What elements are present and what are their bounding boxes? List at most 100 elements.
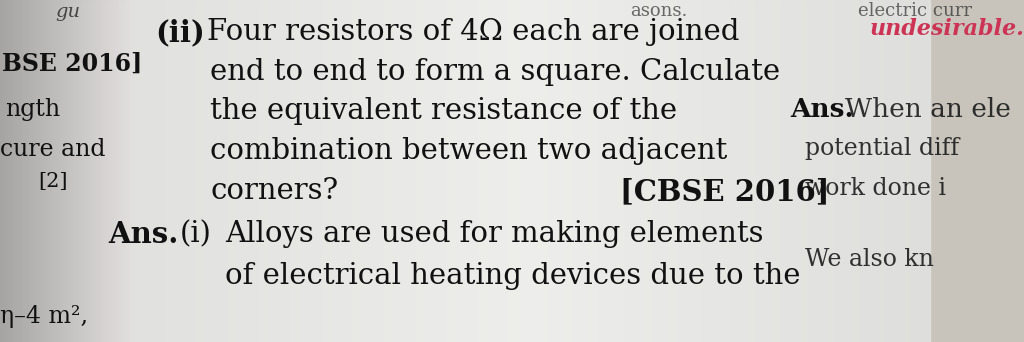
Bar — [306, 0, 308, 342]
Bar — [598, 0, 600, 342]
Bar — [31, 0, 33, 342]
Text: of electrical heating devices due to the: of electrical heating devices due to the — [225, 262, 801, 290]
Bar — [654, 0, 656, 342]
Bar — [274, 0, 276, 342]
Bar — [1, 0, 3, 342]
Bar — [522, 0, 524, 342]
Bar — [424, 0, 426, 342]
Bar — [766, 0, 768, 342]
Bar — [388, 0, 390, 342]
Bar — [14, 0, 15, 342]
Bar — [98, 0, 100, 342]
Bar — [198, 0, 200, 342]
Bar — [560, 0, 562, 342]
Bar — [324, 0, 326, 342]
Text: We also kn: We also kn — [805, 248, 934, 271]
Bar — [74, 0, 76, 342]
Bar — [884, 0, 886, 342]
Bar — [882, 0, 884, 342]
Bar — [400, 0, 402, 342]
Bar — [276, 0, 279, 342]
Bar — [540, 0, 542, 342]
Bar — [686, 0, 688, 342]
Bar — [284, 0, 286, 342]
Bar — [752, 0, 754, 342]
Bar — [142, 0, 144, 342]
Bar — [842, 0, 844, 342]
Bar — [382, 0, 384, 342]
Text: potential diff: potential diff — [805, 137, 959, 160]
Bar — [512, 0, 514, 342]
Bar — [904, 0, 906, 342]
Bar — [184, 0, 186, 342]
Bar — [682, 0, 684, 342]
Bar — [700, 0, 702, 342]
Bar — [446, 0, 449, 342]
Bar — [144, 0, 146, 342]
Bar — [794, 0, 796, 342]
Bar — [86, 0, 87, 342]
Bar — [67, 0, 68, 342]
Bar — [406, 0, 409, 342]
Bar — [818, 0, 820, 342]
Bar — [432, 0, 434, 342]
Bar — [658, 0, 660, 342]
Bar — [652, 0, 654, 342]
Bar — [920, 0, 922, 342]
Bar — [628, 0, 630, 342]
Bar — [350, 0, 352, 342]
Bar — [690, 0, 692, 342]
Bar — [304, 0, 306, 342]
Bar — [28, 0, 29, 342]
Bar — [262, 0, 264, 342]
Bar — [458, 0, 460, 342]
Bar — [750, 0, 752, 342]
Bar — [830, 0, 833, 342]
Bar — [770, 0, 772, 342]
Bar — [364, 0, 367, 342]
Bar — [71, 0, 72, 342]
Bar — [77, 0, 78, 342]
Bar — [10, 0, 12, 342]
Bar — [800, 0, 802, 342]
Bar — [318, 0, 321, 342]
Bar — [524, 0, 526, 342]
Bar — [260, 0, 262, 342]
Bar — [876, 0, 879, 342]
Bar — [79, 0, 81, 342]
Bar — [442, 0, 444, 342]
Text: BSE 2016]: BSE 2016] — [2, 52, 142, 76]
Bar — [680, 0, 682, 342]
Bar — [646, 0, 648, 342]
Bar — [642, 0, 644, 342]
Bar — [238, 0, 240, 342]
Bar — [158, 0, 160, 342]
Bar — [122, 0, 124, 342]
Bar — [82, 0, 83, 342]
Bar — [386, 0, 388, 342]
Bar — [544, 0, 546, 342]
Bar — [182, 0, 184, 342]
Bar — [316, 0, 318, 342]
Bar — [536, 0, 538, 342]
Bar — [456, 0, 458, 342]
Bar — [462, 0, 464, 342]
Bar — [726, 0, 728, 342]
Bar — [612, 0, 614, 342]
Bar — [13, 0, 14, 342]
Bar — [216, 0, 218, 342]
Bar — [146, 0, 148, 342]
Bar — [338, 0, 340, 342]
Bar — [678, 0, 680, 342]
Bar — [662, 0, 665, 342]
Bar — [56, 0, 57, 342]
Bar — [548, 0, 550, 342]
Bar — [314, 0, 316, 342]
Bar — [518, 0, 520, 342]
Bar — [17, 0, 18, 342]
Bar — [236, 0, 239, 342]
Bar — [254, 0, 256, 342]
Bar — [85, 0, 86, 342]
Bar — [604, 0, 606, 342]
Bar — [152, 0, 154, 342]
